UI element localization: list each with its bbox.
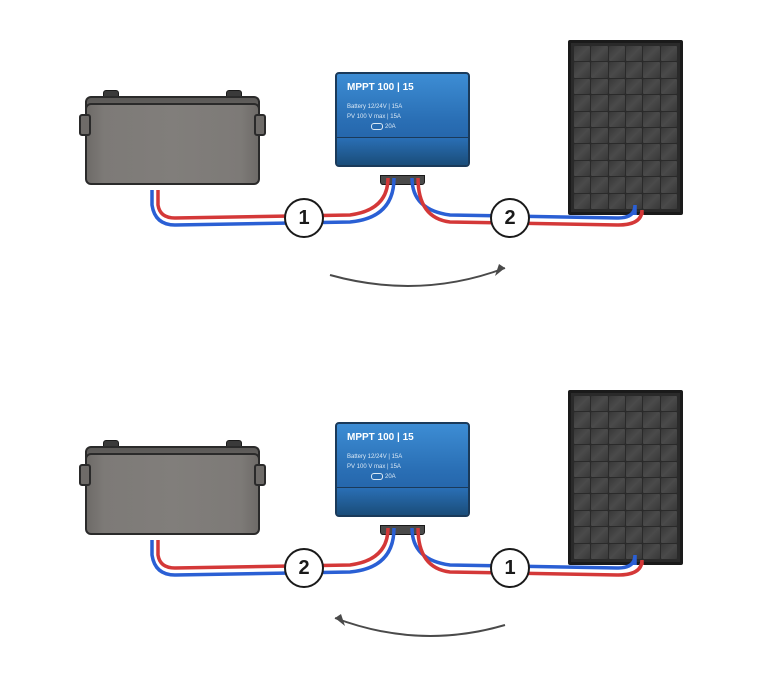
- mppt-spec-pv: PV 100 V max | 15A: [347, 114, 401, 120]
- step-badge-1: 1: [490, 548, 530, 588]
- mppt-controller-icon: MPPT 100 | 15 Battery 12/24V | 15A PV 10…: [335, 422, 470, 527]
- fuse-icon: [371, 123, 383, 130]
- mppt-spec-battery: Battery 12/24V | 15A: [347, 104, 402, 110]
- mppt-spec-battery: Battery 12/24V | 15A: [347, 454, 402, 460]
- step-badge-1: 1: [284, 198, 324, 238]
- mppt-controller-icon: MPPT 100 | 15 Battery 12/24V | 15A PV 10…: [335, 72, 470, 177]
- step-badge-2: 2: [284, 548, 324, 588]
- mppt-title: MPPT 100 | 15: [347, 82, 414, 93]
- mppt-spec-pv: PV 100 V max | 15A: [347, 464, 401, 470]
- battery-icon: + −: [85, 90, 260, 185]
- connection-diagram-top: + − MPPT 100 | 15 Battery 12/24V | 15A P…: [0, 0, 768, 340]
- fuse-icon: [371, 473, 383, 480]
- connection-diagram-bottom: + − MPPT 100 | 15 Battery 12/24V | 15A P…: [0, 350, 768, 690]
- solar-panel-icon: [568, 40, 683, 215]
- mppt-spec-fuse: 20A: [385, 474, 396, 480]
- solar-panel-icon: [568, 390, 683, 565]
- mppt-title: MPPT 100 | 15: [347, 432, 414, 443]
- mppt-spec-fuse: 20A: [385, 124, 396, 130]
- step-badge-2: 2: [490, 198, 530, 238]
- battery-icon: + −: [85, 440, 260, 535]
